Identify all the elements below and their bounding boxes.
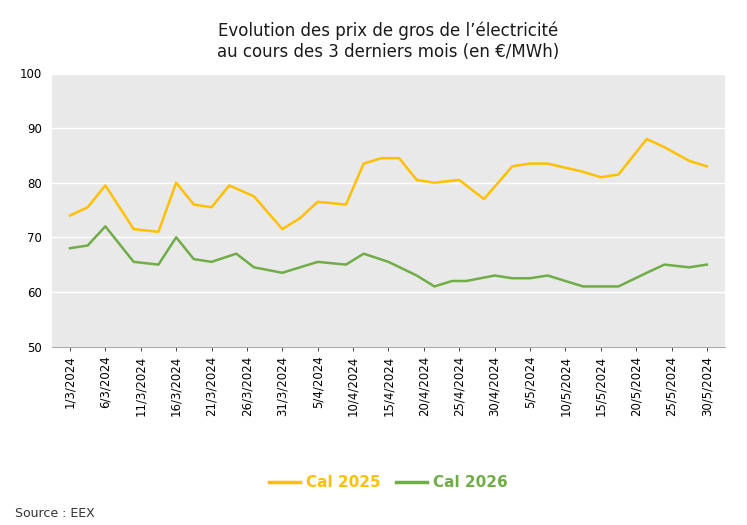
Text: Source : EEX: Source : EEX <box>15 507 95 520</box>
Title: Evolution des prix de gros de l’électricité
au cours des 3 derniers mois (en €/M: Evolution des prix de gros de l’électric… <box>217 22 560 61</box>
Legend: Cal 2025, Cal 2026: Cal 2025, Cal 2026 <box>264 469 513 496</box>
